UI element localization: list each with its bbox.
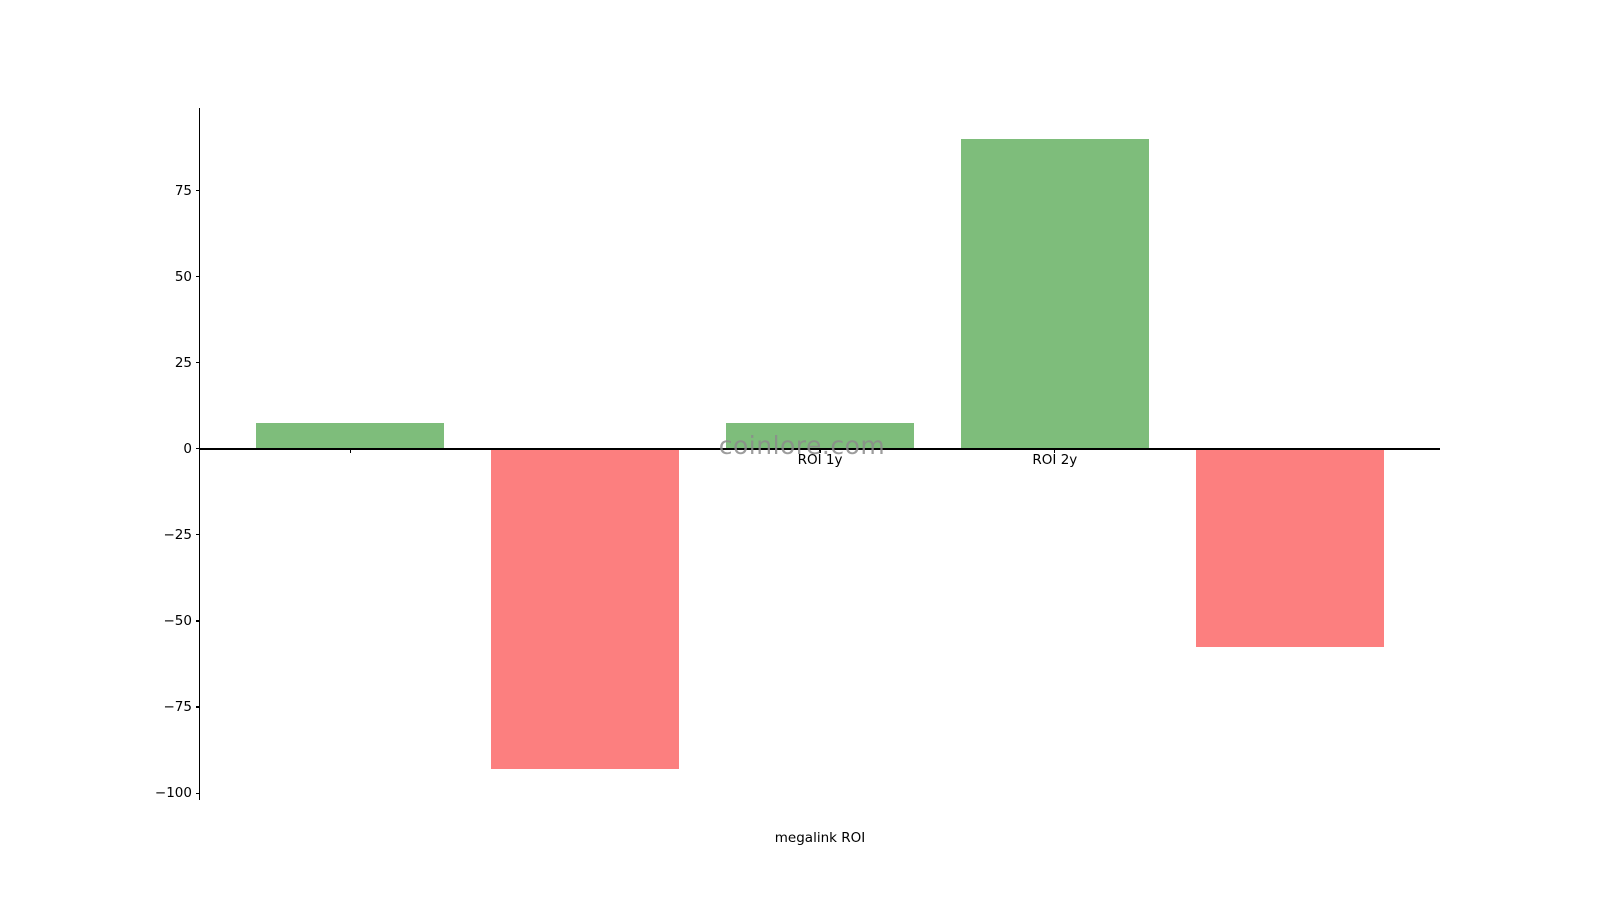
- bar: [491, 448, 680, 769]
- y-tick-label: −25: [163, 526, 193, 543]
- y-tick-label: 75: [174, 182, 192, 199]
- y-tick-label: −100: [154, 785, 192, 802]
- watermark: coinlore.com: [718, 431, 886, 460]
- y-tick-mark: [196, 620, 200, 622]
- y-tick-mark: [196, 706, 200, 708]
- y-tick-label: 25: [174, 354, 192, 371]
- y-tick-label: 0: [183, 440, 192, 457]
- y-axis-spine: [198, 108, 201, 800]
- bar: [1195, 448, 1384, 647]
- y-tick-label: 50: [174, 268, 192, 285]
- y-tick-mark: [196, 362, 200, 364]
- x-axis-zero-line: [200, 448, 1440, 450]
- y-tick-label: −75: [163, 699, 193, 716]
- x-tick-label: ROI 2y: [1032, 451, 1078, 468]
- x-tick-label: ROI 1y: [797, 451, 843, 468]
- x-tick-mark: [1054, 448, 1056, 453]
- y-tick-mark: [196, 534, 200, 536]
- y-tick-mark: [196, 792, 200, 794]
- x-axis-title: megalink ROI: [774, 830, 866, 846]
- y-tick-mark: [196, 276, 200, 278]
- y-tick-mark: [196, 190, 200, 192]
- bar: [726, 423, 914, 449]
- y-tick-mark: [196, 448, 200, 450]
- x-tick-mark: [819, 448, 821, 453]
- bar: [256, 423, 445, 449]
- x-tick-mark: [349, 448, 351, 453]
- y-tick-label: −50: [163, 612, 193, 629]
- bar: [960, 138, 1149, 449]
